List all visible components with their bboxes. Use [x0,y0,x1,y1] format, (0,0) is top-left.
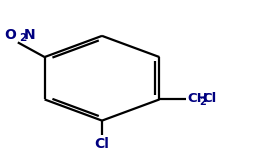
Text: 2: 2 [19,33,26,43]
Text: O: O [5,28,17,42]
Text: Cl: Cl [202,92,216,105]
Text: N: N [24,28,36,42]
Text: 2: 2 [199,97,205,107]
Text: Cl: Cl [94,137,109,151]
Text: CH: CH [187,92,208,105]
